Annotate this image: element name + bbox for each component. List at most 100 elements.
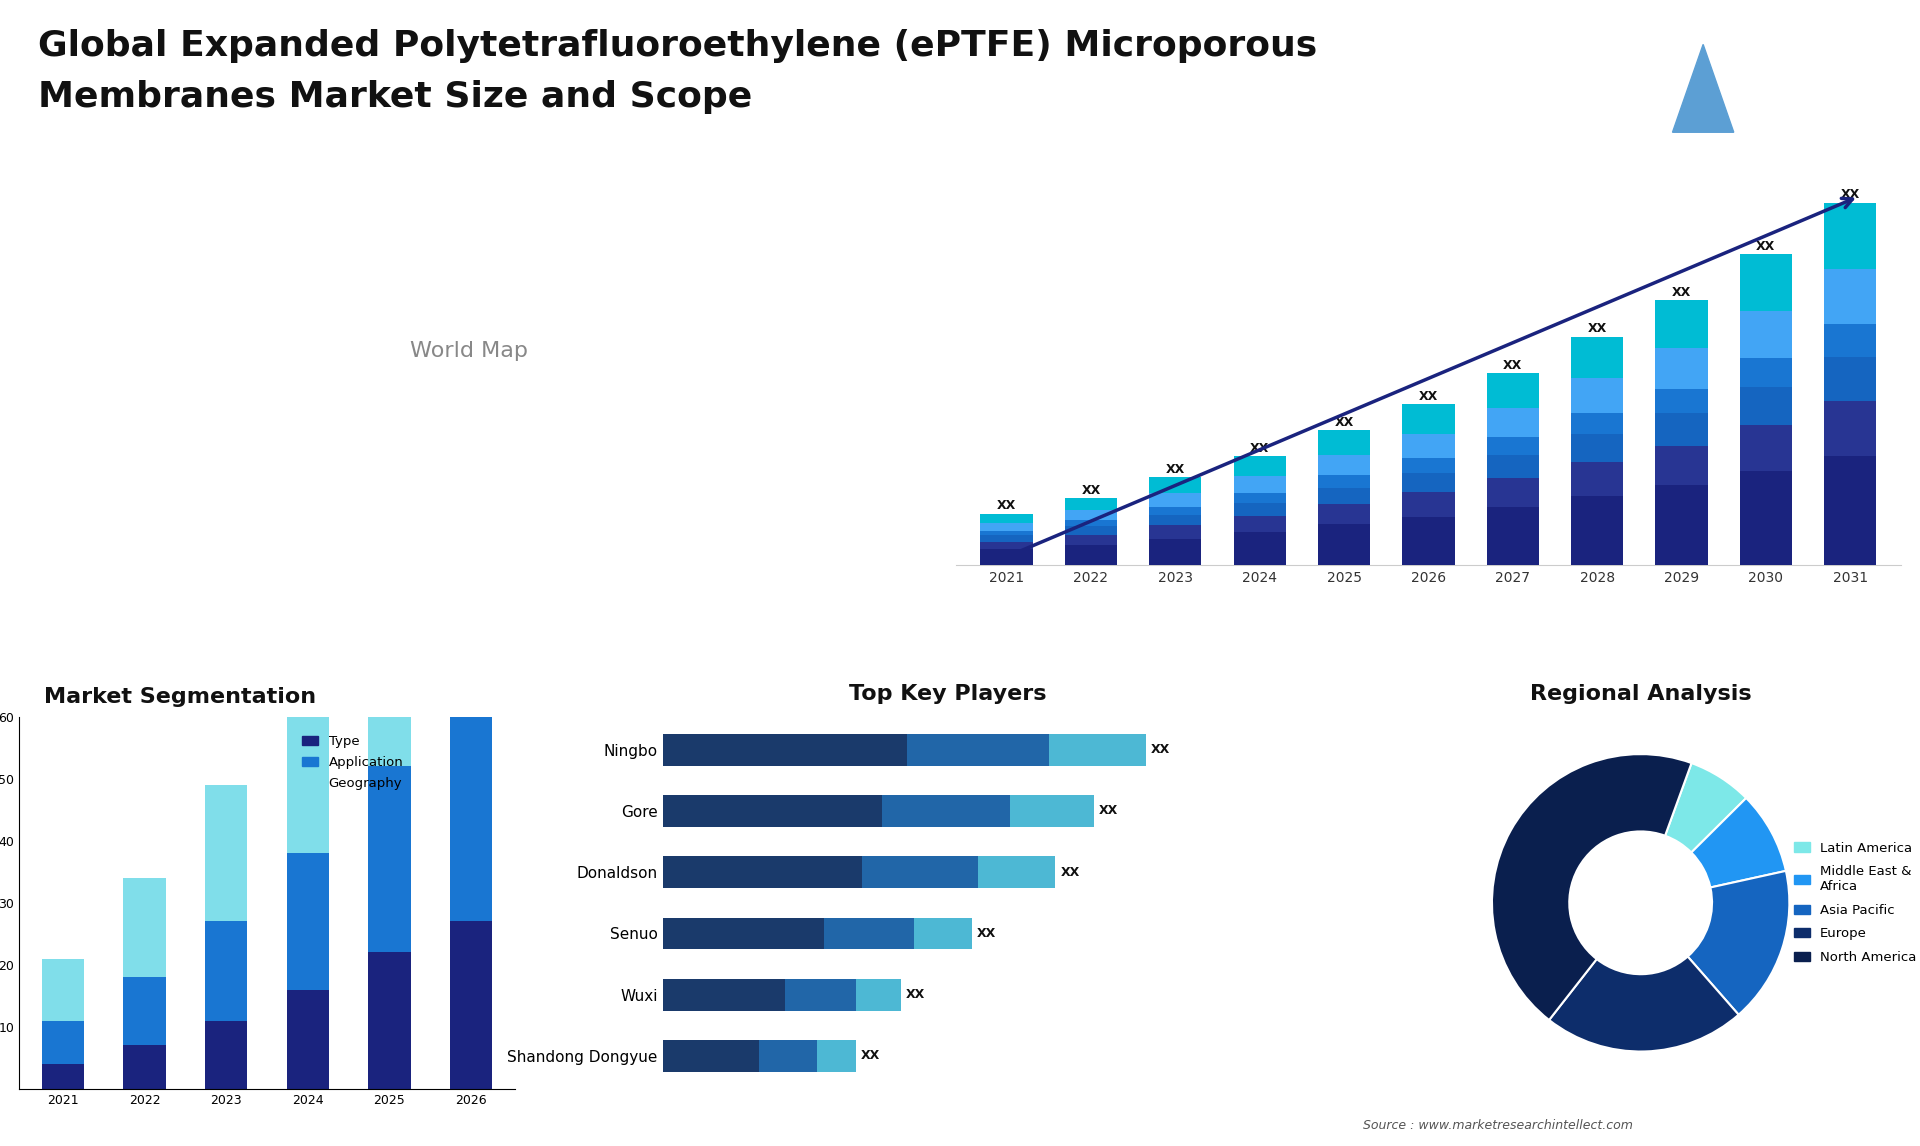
- Bar: [123, 1045, 165, 1089]
- Text: XX: XX: [1588, 322, 1607, 336]
- Bar: [1824, 324, 1876, 358]
- Text: XX: XX: [1841, 188, 1860, 202]
- Text: XX: XX: [906, 988, 925, 1002]
- Text: XX: XX: [1503, 359, 1523, 371]
- Polygon shape: [1672, 45, 1734, 132]
- Bar: [286, 989, 328, 1089]
- Bar: [1233, 516, 1286, 532]
- Bar: [1233, 503, 1286, 516]
- Text: INTELLECT: INTELLECT: [1751, 100, 1812, 109]
- Bar: [1740, 311, 1791, 359]
- Bar: [1740, 359, 1791, 386]
- Wedge shape: [1688, 871, 1789, 1014]
- Bar: [1655, 414, 1707, 446]
- Text: XX: XX: [1419, 390, 1438, 403]
- Text: XX: XX: [1081, 484, 1100, 497]
- Bar: [1655, 348, 1707, 388]
- Bar: [286, 854, 328, 989]
- Bar: [662, 979, 785, 1011]
- Bar: [977, 856, 1056, 888]
- Bar: [205, 785, 248, 921]
- Bar: [981, 542, 1033, 549]
- Text: XX: XX: [996, 500, 1016, 512]
- Text: World Map: World Map: [411, 342, 528, 361]
- Bar: [369, 519, 411, 767]
- Text: XX: XX: [1100, 804, 1119, 817]
- Bar: [1402, 458, 1455, 473]
- Bar: [881, 795, 1010, 827]
- Bar: [1571, 434, 1622, 462]
- Bar: [1486, 438, 1540, 455]
- Text: Global Expanded Polytetrafluoroethylene (ePTFE) Microporous: Global Expanded Polytetrafluoroethylene …: [38, 29, 1317, 63]
- Bar: [1571, 414, 1622, 434]
- Text: Source : www.marketresearchintellect.com: Source : www.marketresearchintellect.com: [1363, 1120, 1632, 1132]
- Bar: [1824, 203, 1876, 269]
- Bar: [1571, 496, 1622, 565]
- Bar: [1150, 494, 1202, 507]
- Bar: [369, 767, 411, 952]
- Bar: [662, 733, 908, 766]
- Text: XX: XX: [1250, 441, 1269, 455]
- Bar: [914, 918, 972, 949]
- Bar: [856, 979, 900, 1011]
- Wedge shape: [1692, 798, 1786, 887]
- Wedge shape: [1665, 763, 1745, 853]
- Text: RESEARCH: RESEARCH: [1751, 66, 1812, 77]
- Bar: [981, 531, 1033, 535]
- Bar: [1066, 534, 1117, 544]
- Bar: [1486, 372, 1540, 408]
- Bar: [981, 513, 1033, 523]
- Wedge shape: [1549, 957, 1740, 1052]
- Bar: [205, 1021, 248, 1089]
- Bar: [205, 921, 248, 1021]
- Bar: [1150, 539, 1202, 565]
- Text: XX: XX: [1757, 240, 1776, 253]
- Bar: [1048, 733, 1146, 766]
- Bar: [1486, 455, 1540, 478]
- Bar: [1655, 486, 1707, 565]
- Text: XX: XX: [1334, 416, 1354, 429]
- Bar: [1402, 517, 1455, 565]
- Bar: [1740, 254, 1791, 311]
- Bar: [42, 958, 84, 1021]
- Bar: [1317, 430, 1371, 455]
- Bar: [1824, 269, 1876, 324]
- Bar: [286, 667, 328, 854]
- Bar: [1571, 462, 1622, 496]
- Bar: [1233, 476, 1286, 493]
- Bar: [1402, 493, 1455, 517]
- Bar: [1150, 507, 1202, 515]
- Legend: Latin America, Middle East &
Africa, Asia Pacific, Europe, North America: Latin America, Middle East & Africa, Asi…: [1789, 837, 1920, 970]
- Bar: [1655, 388, 1707, 414]
- Bar: [1066, 544, 1117, 565]
- Bar: [1150, 525, 1202, 539]
- Bar: [449, 698, 492, 921]
- Bar: [449, 388, 492, 698]
- Bar: [1010, 795, 1094, 827]
- Bar: [1824, 358, 1876, 401]
- Bar: [1233, 456, 1286, 476]
- Bar: [785, 979, 856, 1011]
- Bar: [981, 523, 1033, 531]
- Bar: [1317, 476, 1371, 488]
- Bar: [123, 878, 165, 978]
- Text: XX: XX: [1060, 865, 1079, 879]
- Bar: [1486, 408, 1540, 438]
- Bar: [1066, 526, 1117, 534]
- Bar: [662, 1039, 758, 1072]
- Bar: [1824, 401, 1876, 456]
- Bar: [1740, 424, 1791, 471]
- Text: MARKET: MARKET: [1751, 33, 1799, 44]
- Bar: [1655, 446, 1707, 486]
- Bar: [1150, 515, 1202, 525]
- Text: XX: XX: [860, 1050, 879, 1062]
- Bar: [1486, 508, 1540, 565]
- Bar: [1571, 378, 1622, 414]
- Bar: [1740, 471, 1791, 565]
- Bar: [1317, 455, 1371, 476]
- Bar: [42, 1021, 84, 1063]
- Text: XX: XX: [1165, 463, 1185, 477]
- Bar: [1824, 456, 1876, 565]
- Bar: [662, 795, 881, 827]
- Bar: [1486, 478, 1540, 508]
